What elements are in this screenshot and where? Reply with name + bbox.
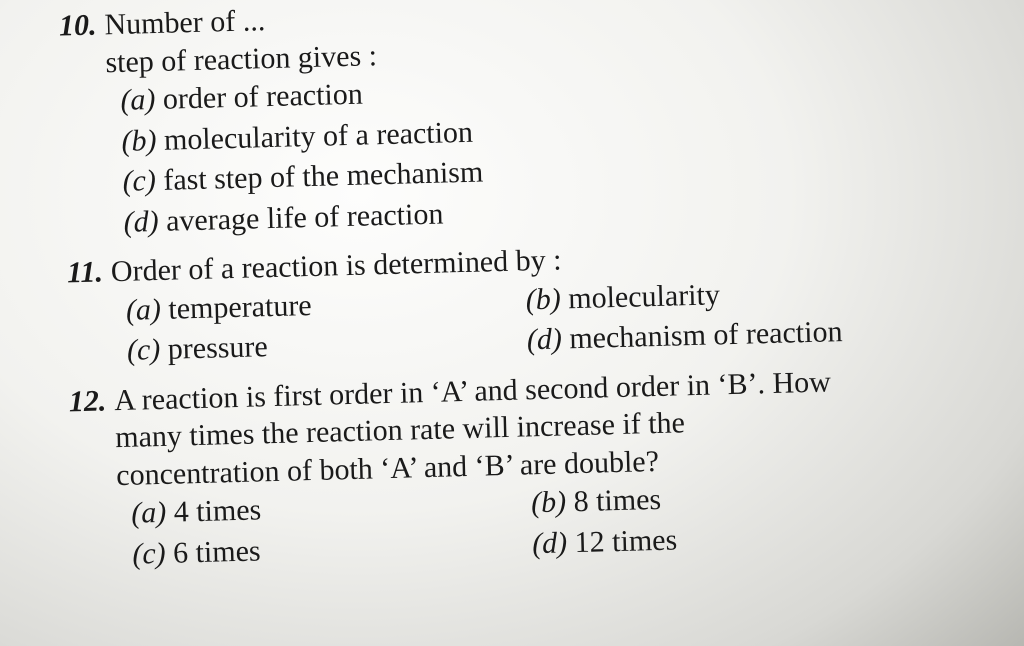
question-number: 11. [47, 255, 112, 291]
option-text: pressure [167, 330, 268, 366]
option-text: 8 times [573, 483, 661, 518]
option-text: 6 times [173, 534, 261, 569]
option-text: fast step of the mechanism [163, 155, 484, 196]
question-10: 10. Number of ... step of reaction gives… [40, 0, 966, 245]
question-stem-line: Number of ... [104, 2, 266, 44]
option-text: molecularity [568, 278, 720, 315]
option-text: average life of reaction [166, 197, 444, 237]
option-text: 12 times [574, 523, 677, 559]
question-12: 12. A reaction is first order in ‘A’ and… [50, 359, 975, 577]
option-text: 4 times [173, 493, 261, 528]
question-number: 12. [50, 384, 115, 420]
option-text: order of reaction [162, 78, 363, 116]
option-text: temperature [168, 288, 312, 325]
option-text: mechanism of reaction [569, 315, 843, 355]
page-content: 10. Number of ... step of reaction gives… [40, 0, 975, 587]
question-number: 10. [40, 8, 105, 44]
option-text: molecularity of a reaction [164, 115, 474, 156]
options-list: (a) order of reaction (b) molecularity o… [120, 59, 966, 243]
question-11: 11. Order of a reaction is determined by… [46, 231, 969, 374]
